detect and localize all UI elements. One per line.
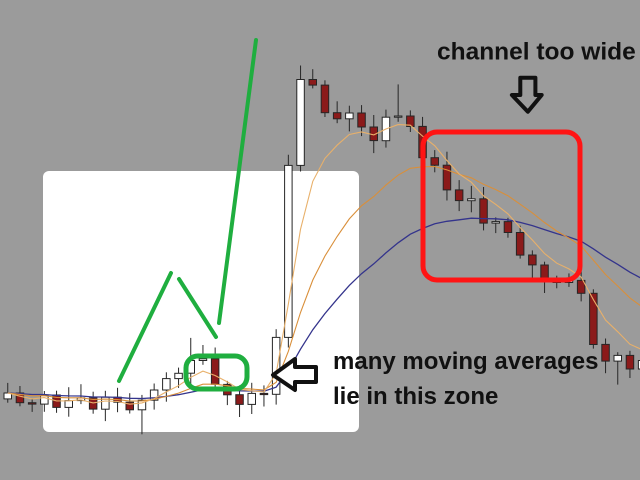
svg-text:channel too wide: channel too wide	[437, 39, 636, 66]
svg-text:many moving averages: many moving averages	[333, 348, 598, 375]
svg-text:lie in this zone: lie in this zone	[333, 383, 498, 410]
